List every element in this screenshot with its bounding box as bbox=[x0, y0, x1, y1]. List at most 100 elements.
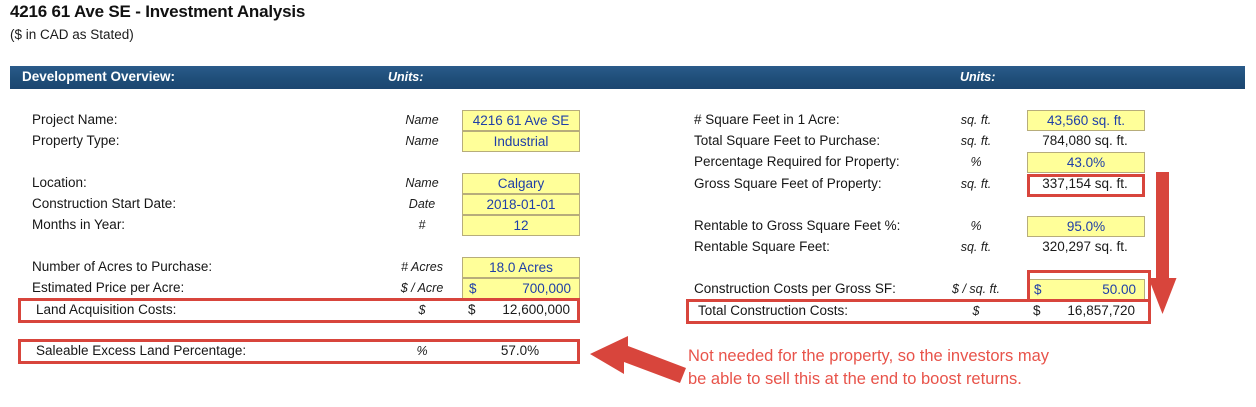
row-unit: sq. ft. bbox=[960, 113, 992, 127]
row-value: 43,560 sq. ft. bbox=[1046, 113, 1126, 128]
row-value: 784,080 sq. ft. bbox=[1042, 133, 1128, 148]
table-row: Rentable to Gross Square Feet %: % 95.0% bbox=[694, 216, 1146, 237]
value-cell-calculated: $ 12,600,000 bbox=[462, 300, 580, 321]
row-value: 43.0% bbox=[1066, 155, 1106, 170]
row-unit: % bbox=[970, 219, 982, 233]
down-arrow-icon bbox=[1148, 172, 1177, 314]
row-value: 16,857,720 bbox=[1067, 303, 1135, 318]
table-row: Percentage Required for Property: % 43.0… bbox=[694, 152, 1146, 173]
left-arrow-icon bbox=[590, 336, 686, 383]
row-value: 57.0% bbox=[500, 343, 540, 358]
value-cell-input[interactable]: 18.0 Acres bbox=[462, 257, 580, 278]
row-unit: Name bbox=[405, 134, 439, 148]
row-label: Months in Year: bbox=[32, 217, 126, 232]
row-label: Percentage Required for Property: bbox=[694, 154, 900, 169]
row-label: Gross Square Feet of Property: bbox=[694, 176, 882, 191]
table-row: Construction Start Date: Date 2018-01-01 bbox=[32, 194, 580, 215]
row-value: 18.0 Acres bbox=[489, 260, 553, 275]
value-cell-input[interactable]: $ 700,000 bbox=[462, 278, 580, 299]
row-label: Construction Start Date: bbox=[32, 196, 177, 211]
table-row-highlighted: Land Acquisition Costs: $ $ 12,600,000 bbox=[32, 300, 580, 321]
section-header-bar: Development Overview: Units: Units: bbox=[10, 66, 1245, 89]
table-row: Project Name: Name 4216 61 Ave SE bbox=[32, 110, 580, 131]
row-value: Calgary bbox=[497, 176, 545, 191]
table-row: Location: Name Calgary bbox=[32, 173, 580, 194]
row-label: Property Type: bbox=[32, 133, 120, 148]
value-cell-calculated: 57.0% bbox=[462, 341, 580, 362]
row-unit: % bbox=[416, 344, 428, 358]
row-unit: Name bbox=[405, 113, 439, 127]
row-unit: Name bbox=[405, 176, 439, 190]
row-unit: $ bbox=[972, 304, 980, 318]
row-label: Land Acquisition Costs: bbox=[36, 302, 177, 317]
table-row: Rentable Square Feet: sq. ft. 320,297 sq… bbox=[694, 237, 1146, 258]
annotation-line-1: Not needed for the property, so the inve… bbox=[688, 347, 1050, 365]
value-cell-input[interactable]: 43.0% bbox=[1027, 152, 1145, 173]
currency-symbol: $ bbox=[469, 281, 477, 296]
row-value: 4216 61 Ave SE bbox=[472, 113, 570, 128]
title-block: 4216 61 Ave SE - Investment Analysis ($ … bbox=[10, 2, 305, 42]
value-cell-input[interactable]: 2018-01-01 bbox=[462, 194, 580, 215]
value-cell-input[interactable]: 95.0% bbox=[1027, 216, 1145, 237]
row-value: 320,297 sq. ft. bbox=[1042, 239, 1128, 254]
value-cell-input[interactable]: Calgary bbox=[462, 173, 580, 194]
row-value: 12 bbox=[513, 218, 529, 233]
row-unit: % bbox=[970, 155, 982, 169]
annotation-text: Not needed for the property, so the inve… bbox=[688, 345, 1248, 391]
row-value: 337,154 sq. ft. bbox=[1042, 176, 1128, 191]
value-cell-input[interactable]: 4216 61 Ave SE bbox=[462, 110, 580, 131]
value-cell-calculated: 320,297 sq. ft. bbox=[1027, 237, 1145, 258]
currency-symbol: $ bbox=[468, 302, 476, 317]
value-cell-calculated-highlighted: 337,154 sq. ft. bbox=[1027, 174, 1145, 197]
table-row-highlighted: Total Construction Costs: $ $ 16,857,720 bbox=[694, 301, 1146, 322]
row-label: Total Construction Costs: bbox=[698, 303, 849, 318]
currency-symbol: $ bbox=[1034, 282, 1042, 297]
table-row: Months in Year: # 12 bbox=[32, 215, 580, 236]
section-header-units-right: Units: bbox=[960, 70, 996, 84]
table-row: # Square Feet in 1 Acre: sq. ft. 43,560 … bbox=[694, 110, 1146, 131]
table-row: Total Square Feet to Purchase: sq. ft. 7… bbox=[694, 131, 1146, 152]
row-value: 95.0% bbox=[1066, 219, 1106, 234]
row-unit: sq. ft. bbox=[960, 134, 992, 148]
table-row: Construction Costs per Gross SF: $ / sq.… bbox=[694, 279, 1146, 300]
row-unit: sq. ft. bbox=[960, 240, 992, 254]
row-label: Project Name: bbox=[32, 112, 118, 127]
table-row: Estimated Price per Acre: $ / Acre $ 700… bbox=[32, 278, 580, 299]
row-unit: $ / Acre bbox=[400, 281, 444, 295]
row-unit: $ / sq. ft. bbox=[952, 282, 1000, 296]
row-unit: Date bbox=[408, 197, 436, 211]
row-value: 50.00 bbox=[1102, 282, 1136, 297]
value-cell-input[interactable]: $ 50.00 bbox=[1027, 279, 1145, 300]
row-label: Rentable to Gross Square Feet %: bbox=[694, 218, 901, 233]
value-cell-input[interactable]: 12 bbox=[462, 215, 580, 236]
row-value: 700,000 bbox=[522, 281, 571, 296]
value-cell-calculated: 784,080 sq. ft. bbox=[1027, 131, 1145, 152]
row-value: 2018-01-01 bbox=[486, 197, 556, 212]
row-unit: sq. ft. bbox=[960, 177, 992, 191]
row-unit: # bbox=[418, 218, 426, 232]
row-label: Number of Acres to Purchase: bbox=[32, 259, 213, 274]
row-label: # Square Feet in 1 Acre: bbox=[694, 112, 840, 127]
page-subtitle: ($ in CAD as Stated) bbox=[10, 27, 134, 42]
value-cell-calculated: $ 16,857,720 bbox=[1027, 301, 1145, 322]
value-cell-input[interactable]: Industrial bbox=[462, 131, 580, 152]
row-label: Rentable Square Feet: bbox=[694, 239, 830, 254]
currency-symbol: $ bbox=[1033, 303, 1041, 318]
section-header-title: Development Overview: bbox=[22, 69, 176, 84]
table-row-highlighted: Saleable Excess Land Percentage: % 57.0% bbox=[32, 341, 580, 362]
row-label: Saleable Excess Land Percentage: bbox=[36, 343, 247, 358]
row-unit: # Acres bbox=[401, 260, 443, 274]
table-row: Number of Acres to Purchase: # Acres 18.… bbox=[32, 257, 580, 278]
row-unit: $ bbox=[418, 303, 426, 317]
value-cell-input[interactable]: 43,560 sq. ft. bbox=[1027, 110, 1145, 131]
page-title: 4216 61 Ave SE - Investment Analysis bbox=[10, 2, 306, 21]
table-row: Gross Square Feet of Property: sq. ft. 3… bbox=[694, 174, 1146, 197]
section-header-units-left: Units: bbox=[388, 70, 424, 84]
table-row: Property Type: Name Industrial bbox=[32, 131, 580, 152]
row-label: Construction Costs per Gross SF: bbox=[694, 281, 896, 296]
row-label: Location: bbox=[32, 175, 87, 190]
row-value: 12,600,000 bbox=[502, 302, 570, 317]
row-label: Estimated Price per Acre: bbox=[32, 280, 185, 295]
row-label: Total Square Feet to Purchase: bbox=[694, 133, 881, 148]
annotation-line-2: be able to sell this at the end to boost… bbox=[688, 370, 1022, 388]
